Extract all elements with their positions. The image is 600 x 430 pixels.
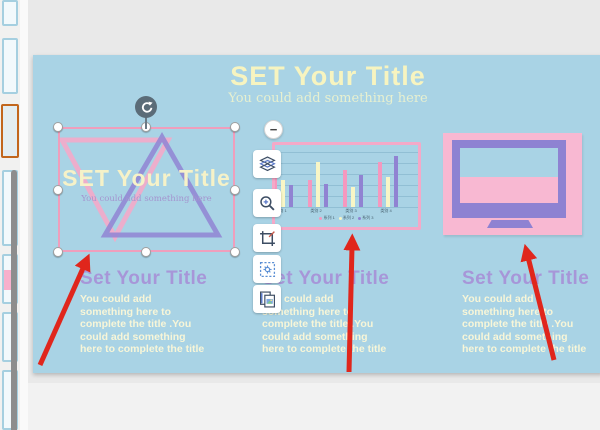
copy-as-image-icon [259, 290, 275, 308]
content-body: You could add something here to complete… [462, 293, 587, 356]
rotate-icon [141, 101, 153, 113]
slide-thumbnail[interactable] [2, 0, 18, 26]
chart-bar [394, 156, 398, 207]
monitor-screen [460, 148, 558, 203]
content-heading: Set Your Title [80, 268, 208, 289]
chart-category-label: 类别 1 [275, 208, 287, 213]
red-arrow-left [37, 253, 91, 367]
chart-bar [275, 155, 277, 207]
chart-gridline [275, 152, 418, 153]
chart-gridline [275, 207, 418, 208]
crop-button[interactable] [253, 224, 281, 252]
content-body: You could add something here to complete… [80, 293, 205, 356]
layers-button[interactable] [253, 150, 281, 178]
editor-canvas: SET Your Title You could add something h… [28, 0, 600, 430]
content-block[interactable]: Set Your Title You could add something h… [80, 268, 230, 356]
panel-divider [20, 0, 28, 430]
chart-bar [324, 184, 328, 207]
layers-icon [258, 155, 276, 171]
content-body: You could add something here to complete… [262, 293, 387, 356]
slide-subtitle[interactable]: You could add something here [228, 91, 428, 106]
triangles-graphic [57, 131, 223, 243]
chart-bar [316, 162, 320, 207]
chart-legend: 系列 1 系列 2 系列 3 [275, 215, 418, 221]
selection-handle-s[interactable] [141, 247, 151, 257]
monitor-screen-bottom [460, 177, 558, 203]
selection-settings-icon [259, 261, 275, 277]
selection-handle-nw[interactable] [53, 122, 63, 132]
chart-bar [359, 175, 363, 207]
thumbnail-graphic [4, 270, 14, 290]
copy-as-image-button[interactable] [253, 285, 281, 313]
chart-legend-item: 系列 3 [358, 215, 374, 221]
chart-gridline [275, 163, 418, 164]
content-heading: Set Your Title [262, 268, 390, 289]
selection-settings-button[interactable] [253, 255, 281, 283]
chart-category-label: 类别 2 [310, 208, 322, 213]
collapse-toolbar-button[interactable]: − [264, 120, 283, 139]
legend-dot-icon [358, 216, 362, 220]
element-subtitle[interactable]: You could add something here [81, 194, 212, 204]
rotate-handle[interactable] [135, 96, 157, 118]
selection-handle-se[interactable] [230, 247, 240, 257]
monitor-stand [487, 220, 533, 228]
zoom-in-button[interactable] [253, 189, 281, 217]
slide-thumbnails-panel [0, 0, 28, 430]
canvas-margin [28, 383, 600, 430]
selection-handle-w[interactable] [53, 185, 63, 195]
chart-frame[interactable]: 类别 1 类别 2 类别 3 类别 4 系列 1 系列 2 系列 3 [272, 142, 421, 230]
panel-scrollbar[interactable] [11, 170, 17, 430]
chart-bar [351, 187, 355, 207]
chart-legend-item: 系列 1 [319, 215, 335, 221]
chart-bar [378, 162, 382, 207]
selection-handle-ne[interactable] [230, 122, 240, 132]
purple-triangle [100, 131, 223, 238]
legend-dot-icon [319, 216, 323, 220]
slide[interactable]: SET Your Title You could add something h… [33, 55, 600, 373]
element-title[interactable]: SET Your Title [62, 165, 231, 191]
chart-bar [343, 170, 347, 207]
monitor-graphic[interactable] [443, 133, 582, 235]
chart-legend-item: 系列 2 [338, 215, 354, 221]
chart-category-label: 类别 4 [380, 208, 392, 213]
pink-triangle [57, 137, 173, 243]
chart-category-label: 类别 3 [345, 208, 357, 213]
slide-thumbnail-selected[interactable] [1, 104, 19, 158]
content-heading: Set Your Title [462, 268, 590, 289]
monitor-screen-top [460, 148, 558, 177]
chart-bar [289, 185, 293, 207]
rotate-handle-stem [145, 115, 147, 129]
selection-handle-sw[interactable] [53, 247, 63, 257]
legend-dot-icon [338, 216, 342, 220]
slide-thumbnail[interactable] [2, 38, 18, 94]
chart-bar [386, 177, 390, 207]
content-block[interactable]: Set Your Title You could add something h… [262, 268, 412, 356]
slide-title[interactable]: SET Your Title [230, 61, 426, 91]
content-block[interactable]: Set Your Title You could add something h… [462, 268, 600, 356]
chart-bar [281, 180, 285, 207]
crop-icon [259, 230, 275, 246]
selection-handle-e[interactable] [230, 185, 240, 195]
zoom-in-icon [259, 195, 275, 211]
chart-bar [308, 180, 312, 207]
